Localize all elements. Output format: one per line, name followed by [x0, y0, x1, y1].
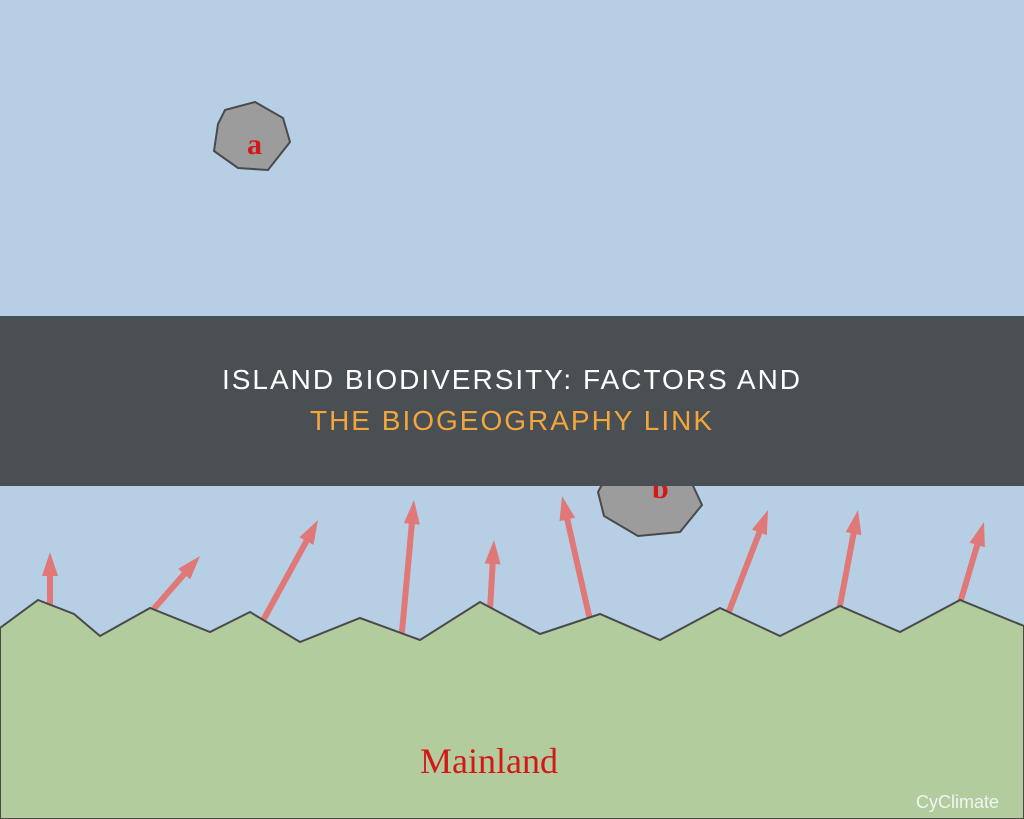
mainland-label: Mainland: [420, 740, 558, 782]
migration-arrow: [402, 514, 413, 632]
title-line-1: ISLAND BIODIVERSITY: FACTORS AND: [222, 364, 802, 395]
migration-arrow-head: [404, 500, 420, 525]
migration-arrow: [838, 524, 855, 616]
migration-arrow-head: [970, 522, 985, 547]
migration-arrow-head: [485, 540, 501, 564]
diagram-canvas: a b Mainland ISLAND BIODIVERSITY: FACTOR…: [0, 0, 1024, 819]
migration-arrow: [260, 533, 311, 626]
mainland-shape: [0, 600, 1024, 819]
migration-arrow-head: [846, 510, 862, 535]
title-text: ISLAND BIODIVERSITY: FACTORS AND THE BIO…: [222, 360, 802, 441]
migration-arrow-head: [299, 520, 318, 545]
migration-arrow: [565, 510, 590, 620]
watermark: CyClimate: [916, 792, 999, 813]
migration-arrow-head: [752, 510, 768, 535]
island-a-label: a: [247, 128, 262, 162]
migration-arrow: [958, 536, 980, 610]
migration-arrow-head: [559, 496, 575, 521]
migration-arrow: [728, 523, 763, 614]
title-line-2: THE BIOGEOGRAPHY LINK: [310, 405, 714, 436]
title-band: ISLAND BIODIVERSITY: FACTORS AND THE BIO…: [0, 316, 1024, 486]
migration-arrow-head: [42, 552, 58, 576]
